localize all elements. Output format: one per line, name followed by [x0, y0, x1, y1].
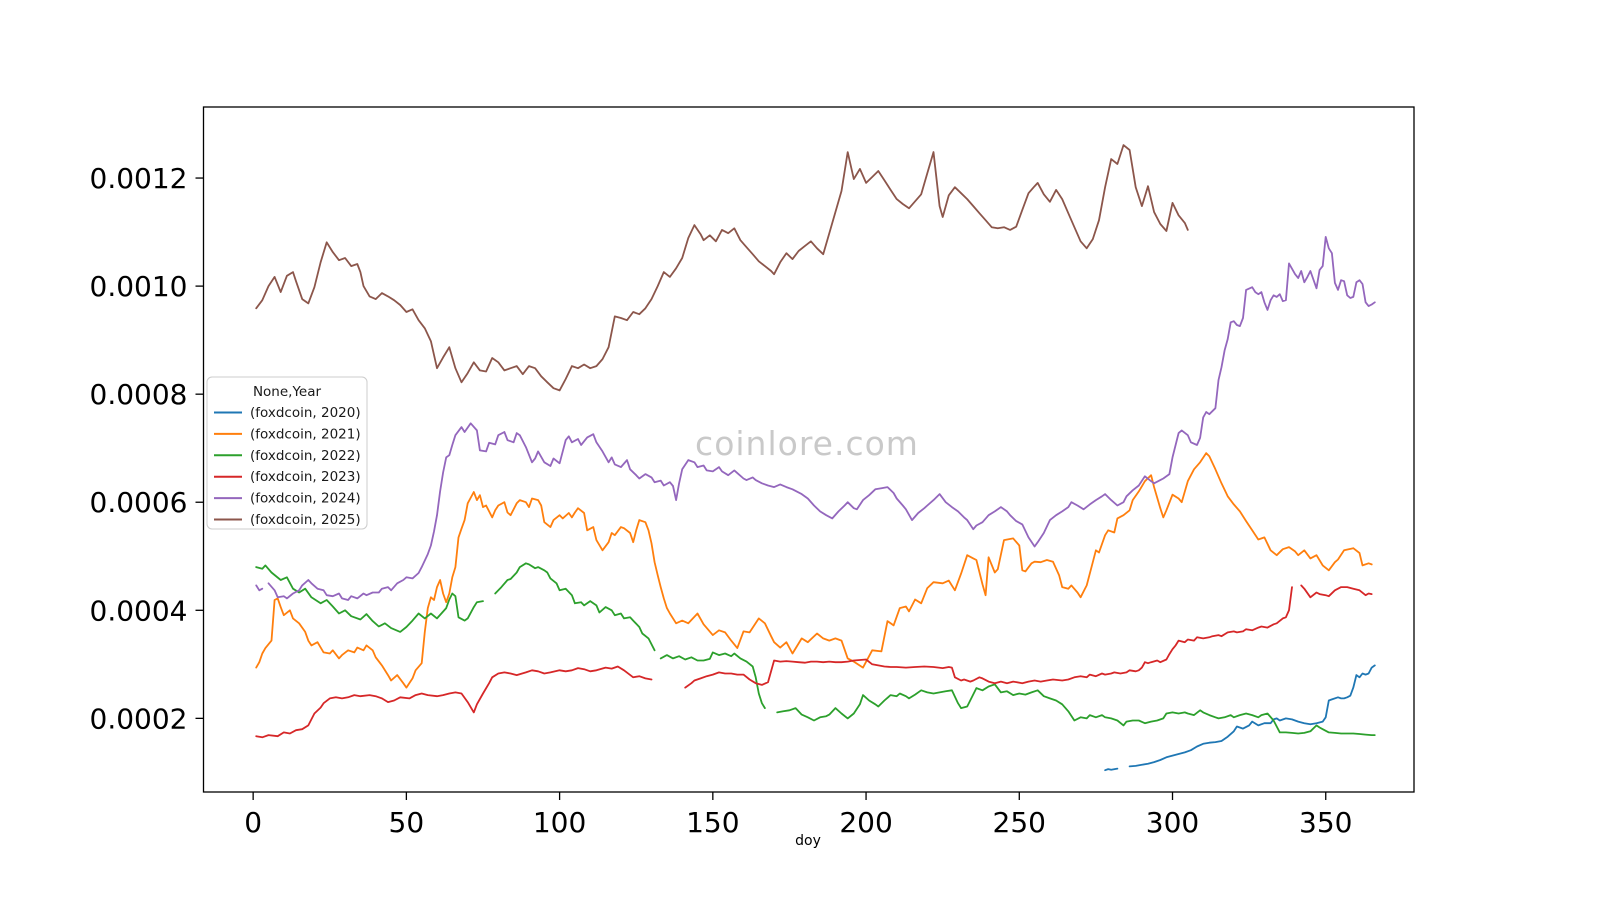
legend-entry: (foxdcoin, 2020)	[214, 405, 361, 421]
legend-entry: (foxdcoin, 2021)	[214, 426, 361, 442]
legend: None,Year (foxdcoin, 2020)(foxdcoin, 202…	[206, 376, 368, 530]
axis-ticks: 0 50 100 150 200 250 300 350 0.0002 0.0004 0.0006 0…	[90, 162, 1353, 839]
x-tick-label: 150	[686, 806, 739, 839]
plot-area	[202, 106, 1415, 793]
series-line-foxdcoin-2020	[1104, 767, 1119, 772]
legend-entry-label: (foxdcoin, 2021)	[250, 426, 361, 442]
legend-title: None,Year	[253, 384, 322, 400]
series-line-foxdcoin-2023	[255, 665, 653, 739]
x-tick-label: 200	[839, 806, 892, 839]
legend-entry-label: (foxdcoin, 2020)	[250, 405, 361, 421]
x-tick-label: 50	[389, 806, 425, 839]
series-line-foxdcoin-2022	[255, 564, 484, 633]
legend-entry-label: (foxdcoin, 2023)	[250, 469, 361, 485]
series-line-foxdcoin-2024	[255, 584, 264, 592]
legend-entry: (foxdcoin, 2023)	[214, 469, 361, 485]
legend-entry: (foxdcoin, 2025)	[214, 512, 361, 528]
x-tick-label: 100	[533, 806, 586, 839]
series-line-foxdcoin-2022	[659, 651, 766, 709]
y-tick-label: 0.0010	[90, 270, 188, 303]
legend-entry-label: (foxdcoin, 2022)	[250, 448, 361, 464]
x-tick-label: 300	[1146, 806, 1199, 839]
y-tick-label: 0.0002	[90, 702, 188, 735]
legend-entry: (foxdcoin, 2024)	[214, 491, 361, 507]
y-tick-label: 0.0004	[90, 594, 188, 627]
series-line-foxdcoin-2023	[1300, 584, 1373, 599]
series-line-foxdcoin-2022	[494, 562, 656, 652]
y-tick-label: 0.0006	[90, 486, 188, 519]
x-tick-label: 0	[244, 806, 262, 839]
legend-entries: (foxdcoin, 2020) (foxdcoin, 2021) (foxdcoi…	[214, 405, 361, 528]
watermark-coinlore: coinlore.com	[695, 424, 919, 463]
x-tick-label: 250	[993, 806, 1046, 839]
legend-entry-label: (foxdcoin, 2025)	[250, 512, 361, 528]
x-tick-label: 350	[1299, 806, 1352, 839]
series-line-foxdcoin-2023	[684, 586, 1293, 689]
legend-entry: (foxdcoin, 2022)	[214, 448, 361, 464]
y-tick-label: 0.0012	[90, 162, 188, 195]
series-line-foxdcoin-2021	[255, 452, 1373, 689]
series-line-foxdcoin-2024	[267, 236, 1376, 601]
legend-entry-label: (foxdcoin, 2024)	[250, 491, 361, 507]
x-axis-label: doy	[795, 833, 821, 849]
series-line-foxdcoin-2025	[255, 144, 1189, 392]
series-line-foxdcoin-2022	[776, 683, 1376, 736]
series-lines	[255, 144, 1376, 772]
y-tick-label: 0.0008	[90, 378, 188, 411]
legend-box	[206, 376, 368, 530]
